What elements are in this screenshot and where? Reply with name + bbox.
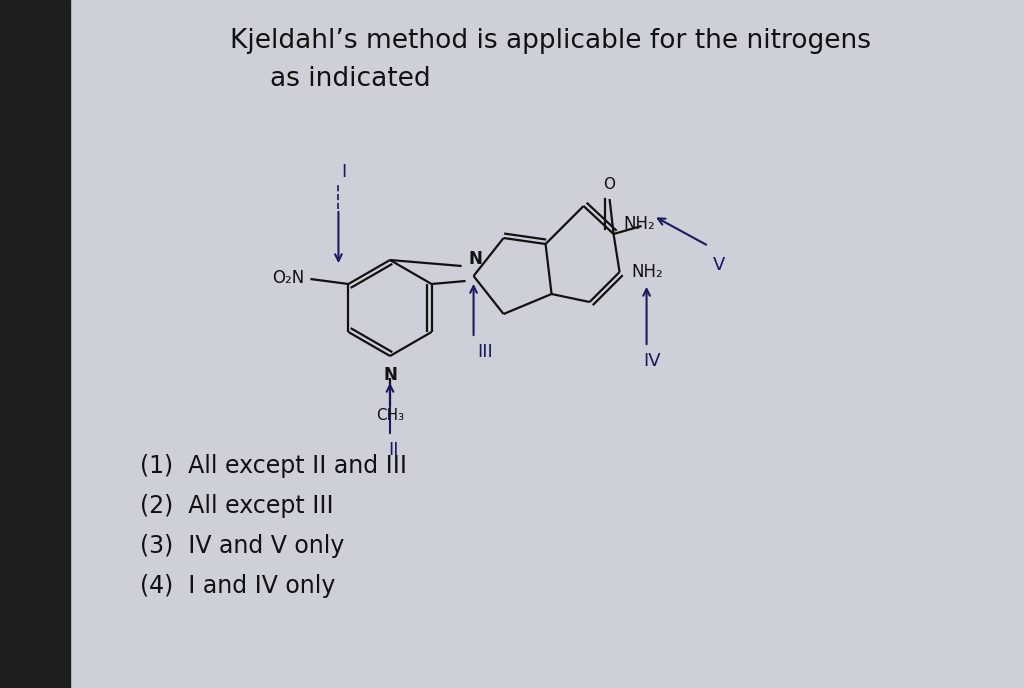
Text: III: III: [477, 343, 494, 361]
Text: (2)  All except III: (2) All except III: [140, 494, 334, 518]
Text: (4)  I and IV only: (4) I and IV only: [140, 574, 336, 598]
Text: V: V: [713, 256, 725, 274]
Text: IV: IV: [643, 352, 660, 370]
Text: as indicated: as indicated: [269, 66, 430, 92]
Text: I: I: [341, 163, 346, 181]
Bar: [0, 0, 70, 688]
Text: N: N: [469, 250, 482, 268]
Text: O: O: [603, 177, 615, 192]
Text: (1)  All except II and III: (1) All except II and III: [140, 454, 407, 478]
Text: NH₂: NH₂: [624, 215, 655, 233]
Text: Kjeldahl’s method is applicable for the nitrogens: Kjeldahl’s method is applicable for the …: [229, 28, 870, 54]
Text: CH₃: CH₃: [376, 408, 404, 423]
Text: NH₂: NH₂: [632, 263, 664, 281]
Text: (3)  IV and V only: (3) IV and V only: [140, 534, 344, 558]
Text: II: II: [389, 441, 399, 459]
Text: N: N: [383, 366, 397, 384]
Text: O₂N: O₂N: [272, 269, 304, 287]
